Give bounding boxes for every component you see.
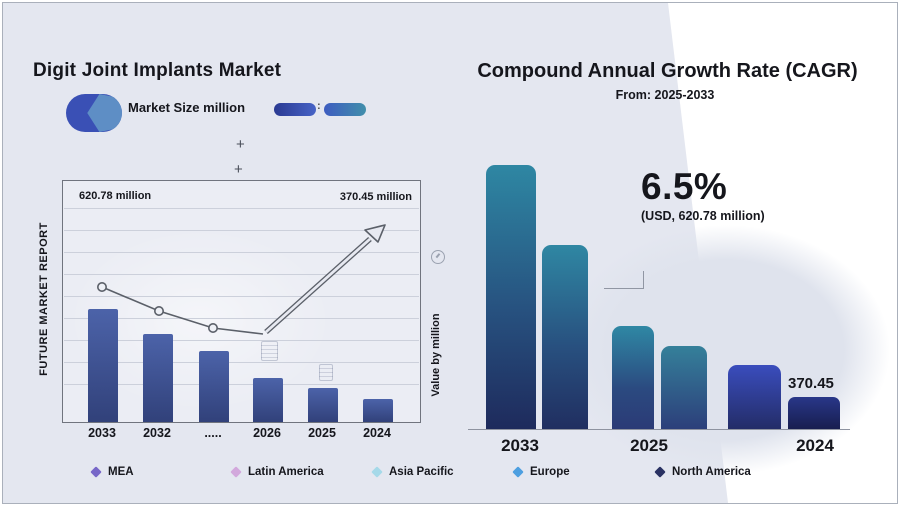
x-label-2025: 2025: [308, 426, 336, 440]
clock-icon: [431, 250, 445, 264]
legend-label: Europe: [530, 466, 570, 478]
trend-line-arrow-graphic: [96, 224, 386, 335]
corner-bracket-decoration: [604, 271, 644, 289]
x-label-2026: 2026: [253, 426, 281, 440]
asia-pacific-diamond-icon: [371, 466, 383, 478]
clock-hand: [435, 253, 440, 258]
plus-mark-top: +: [236, 136, 245, 153]
future-market-report-watermark: FUTURE MARKET REPORT: [38, 222, 50, 376]
legend-label: Asia Pacific: [389, 466, 454, 478]
x-label-right-2024: 2024: [796, 436, 834, 455]
bar-dots: [199, 351, 229, 422]
bar-2024-navy: [788, 397, 840, 430]
ratio-pill-right-icon: [324, 103, 366, 116]
page-title: Digit Joint Implants Market: [33, 60, 282, 81]
legend-item-europe: Europe: [512, 466, 570, 478]
bar-2024-blue: [728, 365, 781, 430]
legend-item-north-america: North America: [654, 466, 751, 478]
legend-item-latin-america: Latin America: [230, 466, 324, 478]
bar-2032: [143, 334, 173, 422]
bar-2025: [308, 388, 338, 422]
cagr-value: 6.5%: [641, 166, 728, 207]
capsule-logo-facet: [87, 94, 122, 132]
legend-label: North America: [672, 466, 751, 478]
bar-2033-navy: [542, 245, 588, 430]
cagr-title: Compound Annual Growth Rate (CAGR): [477, 60, 858, 82]
capsule-logo-icon: [66, 94, 122, 132]
decor-blob-right: [560, 225, 890, 475]
ghost-document-icon: [261, 341, 278, 361]
cagr-subtitle: From: 2025-2033: [615, 88, 715, 102]
europe-diamond-icon: [512, 466, 524, 478]
market-size-label: Market Size million: [128, 100, 246, 115]
x-label-right-2033: 2033: [501, 436, 539, 455]
x-label-2033: 2033: [88, 426, 116, 440]
x-label-dots: .....: [204, 426, 222, 440]
latin-america-diamond-icon: [230, 466, 242, 478]
legend-item-asia-pacific: Asia Pacific: [371, 466, 454, 478]
legend-label: MEA: [108, 466, 134, 478]
right-chart-axis-line: [468, 429, 850, 430]
end-value-label: 370.45 million: [339, 191, 412, 203]
north-america-diamond-icon: [654, 466, 666, 478]
bar-2033: [88, 309, 118, 422]
x-label-2032: 2032: [143, 426, 171, 440]
market-size-chart: 620.78 million 370.45 million: [62, 180, 421, 423]
x-label-2024: 2024: [363, 426, 391, 440]
region-legend: MEA Latin America Asia Pacific Europe No…: [0, 466, 900, 486]
bar-2024: [363, 399, 393, 422]
plus-mark-bottom: +: [234, 161, 243, 178]
bar-2025-navy: [661, 346, 707, 430]
bar-2025-teal: [612, 326, 654, 430]
ratio-separator: :: [317, 100, 321, 112]
legend-item-mea: MEA: [90, 466, 134, 478]
start-value-label: 620.78 million: [79, 190, 152, 202]
bar-2026: [253, 378, 283, 422]
ratio-pill-left-icon: [274, 103, 316, 116]
y-axis-label: Value by million: [430, 313, 442, 397]
legend-label: Latin America: [248, 466, 324, 478]
value-370-label: 370.45: [788, 375, 834, 392]
bar-2033-teal: [486, 165, 536, 430]
mea-diamond-icon: [90, 466, 102, 478]
ghost-document-icon-small: [319, 364, 333, 381]
cagr-detail: (USD, 620.78 million): [641, 209, 765, 223]
grid-lines: [64, 208, 419, 399]
x-label-right-2025: 2025: [630, 436, 668, 455]
